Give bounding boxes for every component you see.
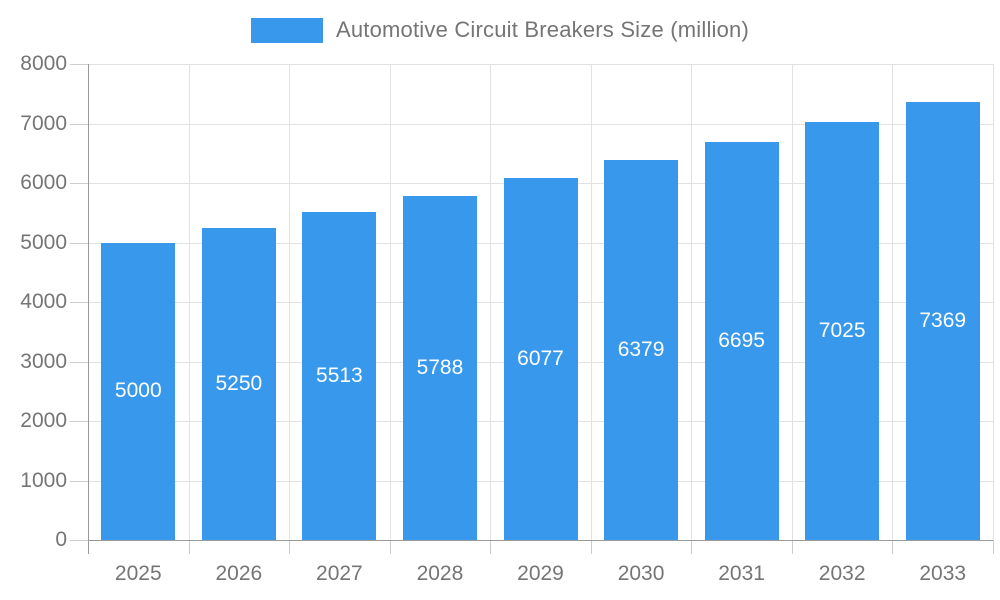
bar-value-label: 5000 — [114, 379, 162, 403]
y-tick — [70, 421, 88, 422]
y-tick-label: 2000 — [20, 409, 67, 432]
bar[interactable] — [503, 178, 578, 540]
x-tick-label: 2031 — [718, 562, 765, 585]
gridline — [389, 64, 391, 540]
chart-legend[interactable]: Automotive Circuit Breakers Size (millio… — [0, 17, 1000, 43]
gridline — [289, 64, 291, 540]
x-tick — [289, 540, 291, 554]
y-tick-label: 0 — [55, 528, 67, 551]
gridline — [993, 64, 994, 540]
bar-value-label: 6379 — [617, 338, 665, 362]
y-tick-label: 1000 — [20, 468, 67, 492]
bar-value-label: 5513 — [316, 363, 363, 387]
bar[interactable] — [201, 227, 276, 540]
x-tick — [188, 540, 190, 554]
bar-value-label: 5788 — [416, 355, 464, 379]
x-tick-label: 2033 — [919, 562, 967, 585]
bar-value-label: 6695 — [718, 328, 765, 352]
gridline — [188, 64, 190, 540]
bar[interactable] — [905, 101, 980, 540]
x-tick-label: 2026 — [215, 562, 263, 585]
y-tick — [70, 123, 88, 125]
bar-value-label: 7369 — [919, 308, 967, 332]
y-tick — [70, 480, 88, 482]
x-tick-label: 2032 — [818, 562, 866, 585]
legend-swatch-icon — [250, 17, 323, 43]
bar-value-label: 7025 — [818, 319, 866, 342]
x-tick-label: 2028 — [416, 562, 464, 585]
x-tick — [892, 540, 894, 554]
bar[interactable] — [402, 195, 477, 540]
legend-label: Automotive Circuit Breakers Size (millio… — [335, 17, 750, 42]
y-tick-label: 5000 — [20, 230, 67, 254]
x-tick — [389, 540, 391, 554]
y-tick-label: 3000 — [20, 349, 67, 373]
bar[interactable] — [101, 242, 176, 540]
y-tick — [70, 302, 88, 303]
gridline — [892, 64, 894, 540]
bar[interactable] — [302, 211, 377, 540]
x-tick — [490, 540, 492, 554]
y-tick-label: 8000 — [20, 52, 67, 75]
x-tick — [590, 540, 592, 554]
x-tick-label: 2027 — [316, 562, 363, 585]
bar[interactable] — [805, 122, 880, 540]
y-tick — [70, 242, 88, 244]
y-tick — [70, 540, 88, 541]
y-tick-label: 7000 — [20, 111, 67, 135]
bar[interactable] — [604, 160, 679, 540]
x-tick-label: 2029 — [517, 562, 564, 585]
x-tick — [791, 540, 793, 554]
y-tick — [70, 361, 88, 363]
gridline — [691, 64, 693, 540]
bar-value-label: 6077 — [517, 347, 564, 371]
x-tick — [993, 540, 994, 554]
y-tick — [70, 183, 88, 184]
x-tick-label: 2025 — [114, 562, 162, 585]
bar-value-label: 5250 — [215, 371, 263, 395]
gridline — [88, 123, 993, 125]
y-tick-label: 6000 — [20, 171, 67, 194]
gridline — [590, 64, 592, 540]
x-tick — [691, 540, 693, 554]
gridline — [490, 64, 492, 540]
y-tick-label: 4000 — [20, 290, 67, 313]
y-axis-line — [88, 64, 89, 554]
bar[interactable] — [704, 141, 779, 540]
gridline — [88, 64, 993, 65]
x-axis-line — [88, 540, 993, 541]
y-tick — [70, 64, 88, 65]
gridline — [791, 64, 793, 540]
x-tick-label: 2030 — [617, 562, 665, 585]
